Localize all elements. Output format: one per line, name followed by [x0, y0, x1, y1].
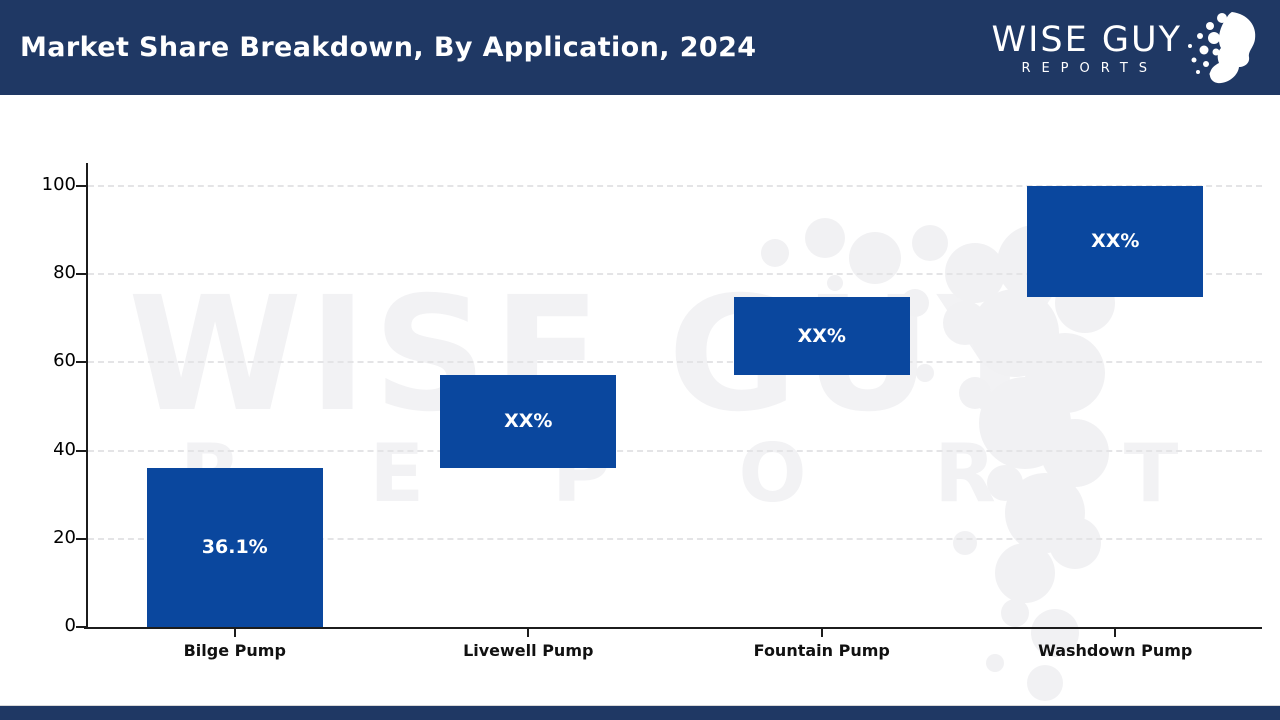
x-category-label-fountain-pump: Fountain Pump [753, 641, 890, 660]
y-tick-0 [76, 626, 86, 628]
logo-wordmark: WISE GUY REPORTS [991, 22, 1182, 76]
plot: 0 20 40 60 80 100 36.1% Bilge Pump XX% Livewell P… [0, 95, 1280, 706]
gridline-80 [88, 273, 1262, 276]
bar-washdown-pump: XX% [1027, 186, 1204, 297]
logo-subtitle: REPORTS [1021, 60, 1159, 76]
x-category-label-livewell-pump: Livewell Pump [463, 641, 594, 660]
watermark-head-icon [761, 218, 1115, 701]
bar-value-label: XX% [797, 324, 846, 347]
footer-bar [0, 706, 1280, 720]
y-tick-100 [76, 185, 86, 187]
bar-fountain-pump: XX% [733, 296, 910, 376]
y-tick-label-100: 100 [41, 174, 76, 195]
x-tick-bilge-pump [233, 629, 236, 637]
footer-hairline [0, 705, 1280, 706]
page-title: Market Share Breakdown, By Application, … [20, 32, 757, 63]
gridline-40 [88, 449, 1262, 452]
y-tick-label-40: 40 [53, 438, 76, 460]
bar-livewell-pump: XX% [440, 375, 617, 468]
bar-value-label: 36.1% [201, 536, 268, 559]
y-tick-label-0: 0 [64, 615, 76, 636]
wiseguy-logo: WISE GUY REPORTS [991, 8, 1262, 90]
gridline-100 [88, 185, 1262, 187]
logo-head-icon [1188, 12, 1256, 84]
gridline-60 [88, 361, 1262, 364]
gridline-20 [88, 537, 1262, 540]
y-tick-60 [76, 361, 86, 364]
x-category-label-washdown-pump: Washdown Pump [1038, 641, 1193, 660]
chart-area: WISE GUY R E P O R T S [0, 95, 1280, 706]
y-tick-80 [76, 273, 86, 276]
x-axis-line [84, 627, 1262, 629]
y-tick-label-80: 80 [53, 262, 76, 284]
x-category-label-bilge-pump: Bilge Pump [183, 641, 286, 660]
logo-title: WISE GUY [991, 20, 1182, 61]
y-tick-20 [76, 537, 86, 540]
x-tick-livewell-pump [527, 629, 530, 637]
y-tick-label-60: 60 [53, 350, 76, 372]
y-tick-label-20: 20 [53, 526, 76, 548]
bar-bilge-pump: 36.1% [146, 467, 323, 627]
x-tick-washdown-pump [1114, 629, 1117, 637]
y-axis-line [86, 163, 88, 629]
y-tick-40 [76, 449, 86, 452]
x-tick-fountain-pump [820, 629, 823, 637]
bar-value-label: XX% [504, 410, 553, 433]
bar-value-label: XX% [1091, 230, 1140, 253]
header: Market Share Breakdown, By Application, … [0, 0, 1280, 95]
